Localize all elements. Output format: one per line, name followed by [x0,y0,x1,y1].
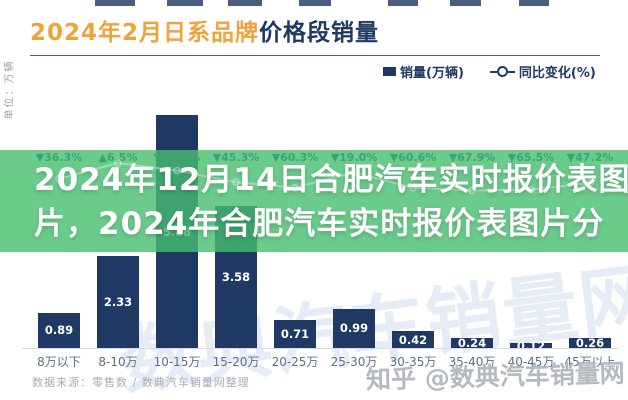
x-axis-category-label: 40-45万 [507,355,555,369]
chart-title: 2024年2月日系品牌价格段销量 [30,13,379,47]
x-axis-category-label: 20-25万 [271,355,319,369]
bar: 0.12 [510,339,552,353]
title-divider [30,55,600,56]
legend-yoy-label: 同比变化(%) [518,66,596,81]
bar-value-label: 0.26 [575,335,605,350]
bar: 0.99 [333,308,375,348]
zhihu-watermark: 知乎 @数典汽车销量网 [365,358,626,395]
bar-value-label: 0.71 [280,326,310,341]
overlay-banner-line2: 片，2024年合肥汽车实时报价表图片分 [34,206,605,242]
x-axis-line [22,348,618,349]
x-axis-category-label: 10-15万 [153,355,201,369]
legend-item-sales: 销量(万辆) [383,62,464,81]
bar-value-label: 0.42 [398,332,428,347]
bar-value-label: 0.99 [339,321,369,336]
bar-swatch-icon [383,67,396,76]
overlay-banner-line1: 2024年12月14日合肥汽车实时报价表图 [34,162,628,198]
x-axis-category-label: 15-20万 [212,355,260,369]
chart-title-rest: 价格段销量 [259,20,380,46]
legend-item-yoy: 同比变化(%) [489,62,596,81]
bar-value-label: 2.33 [103,294,133,309]
bar-value-label: 3.58 [221,270,251,285]
bar-value-label: 0.12 [516,338,546,353]
overlay-banner [0,150,628,252]
x-axis-category-label: 8-10万 [98,355,138,369]
line-marker-icon [489,66,515,77]
x-axis-category-label: 30-35万 [389,355,437,369]
x-axis-category-label: 45万以上 [564,355,616,369]
bar-value-label: 0.24 [457,336,487,351]
x-axis-category-label: 25-30万 [330,355,378,369]
overlay-banner-text: 2024年12月14日合肥汽车实时报价表图 片，2024年合肥汽车实时报价表图片… [34,158,628,246]
x-axis-category-label: 35-40万 [448,355,496,369]
bar: 0.42 [392,331,434,348]
legend-sales-label: 销量(万辆) [400,66,464,81]
bar: 0.26 [569,335,611,350]
data-source-note: 数据来源：零售数 / 数典汽车销量网整理 [32,376,250,389]
bar: 0.89 [38,312,80,348]
bar-value-label: 0.89 [44,323,74,338]
chart-legend: 销量(万辆) 同比变化(%) [383,62,596,81]
bar: 0.24 [451,336,493,351]
x-axis-category-label: 8万以下 [37,355,81,369]
bar: 0.71 [274,319,316,348]
bar: 2.33 [97,255,139,348]
chart-title-highlight: 2024年2月日系品牌 [30,20,260,46]
